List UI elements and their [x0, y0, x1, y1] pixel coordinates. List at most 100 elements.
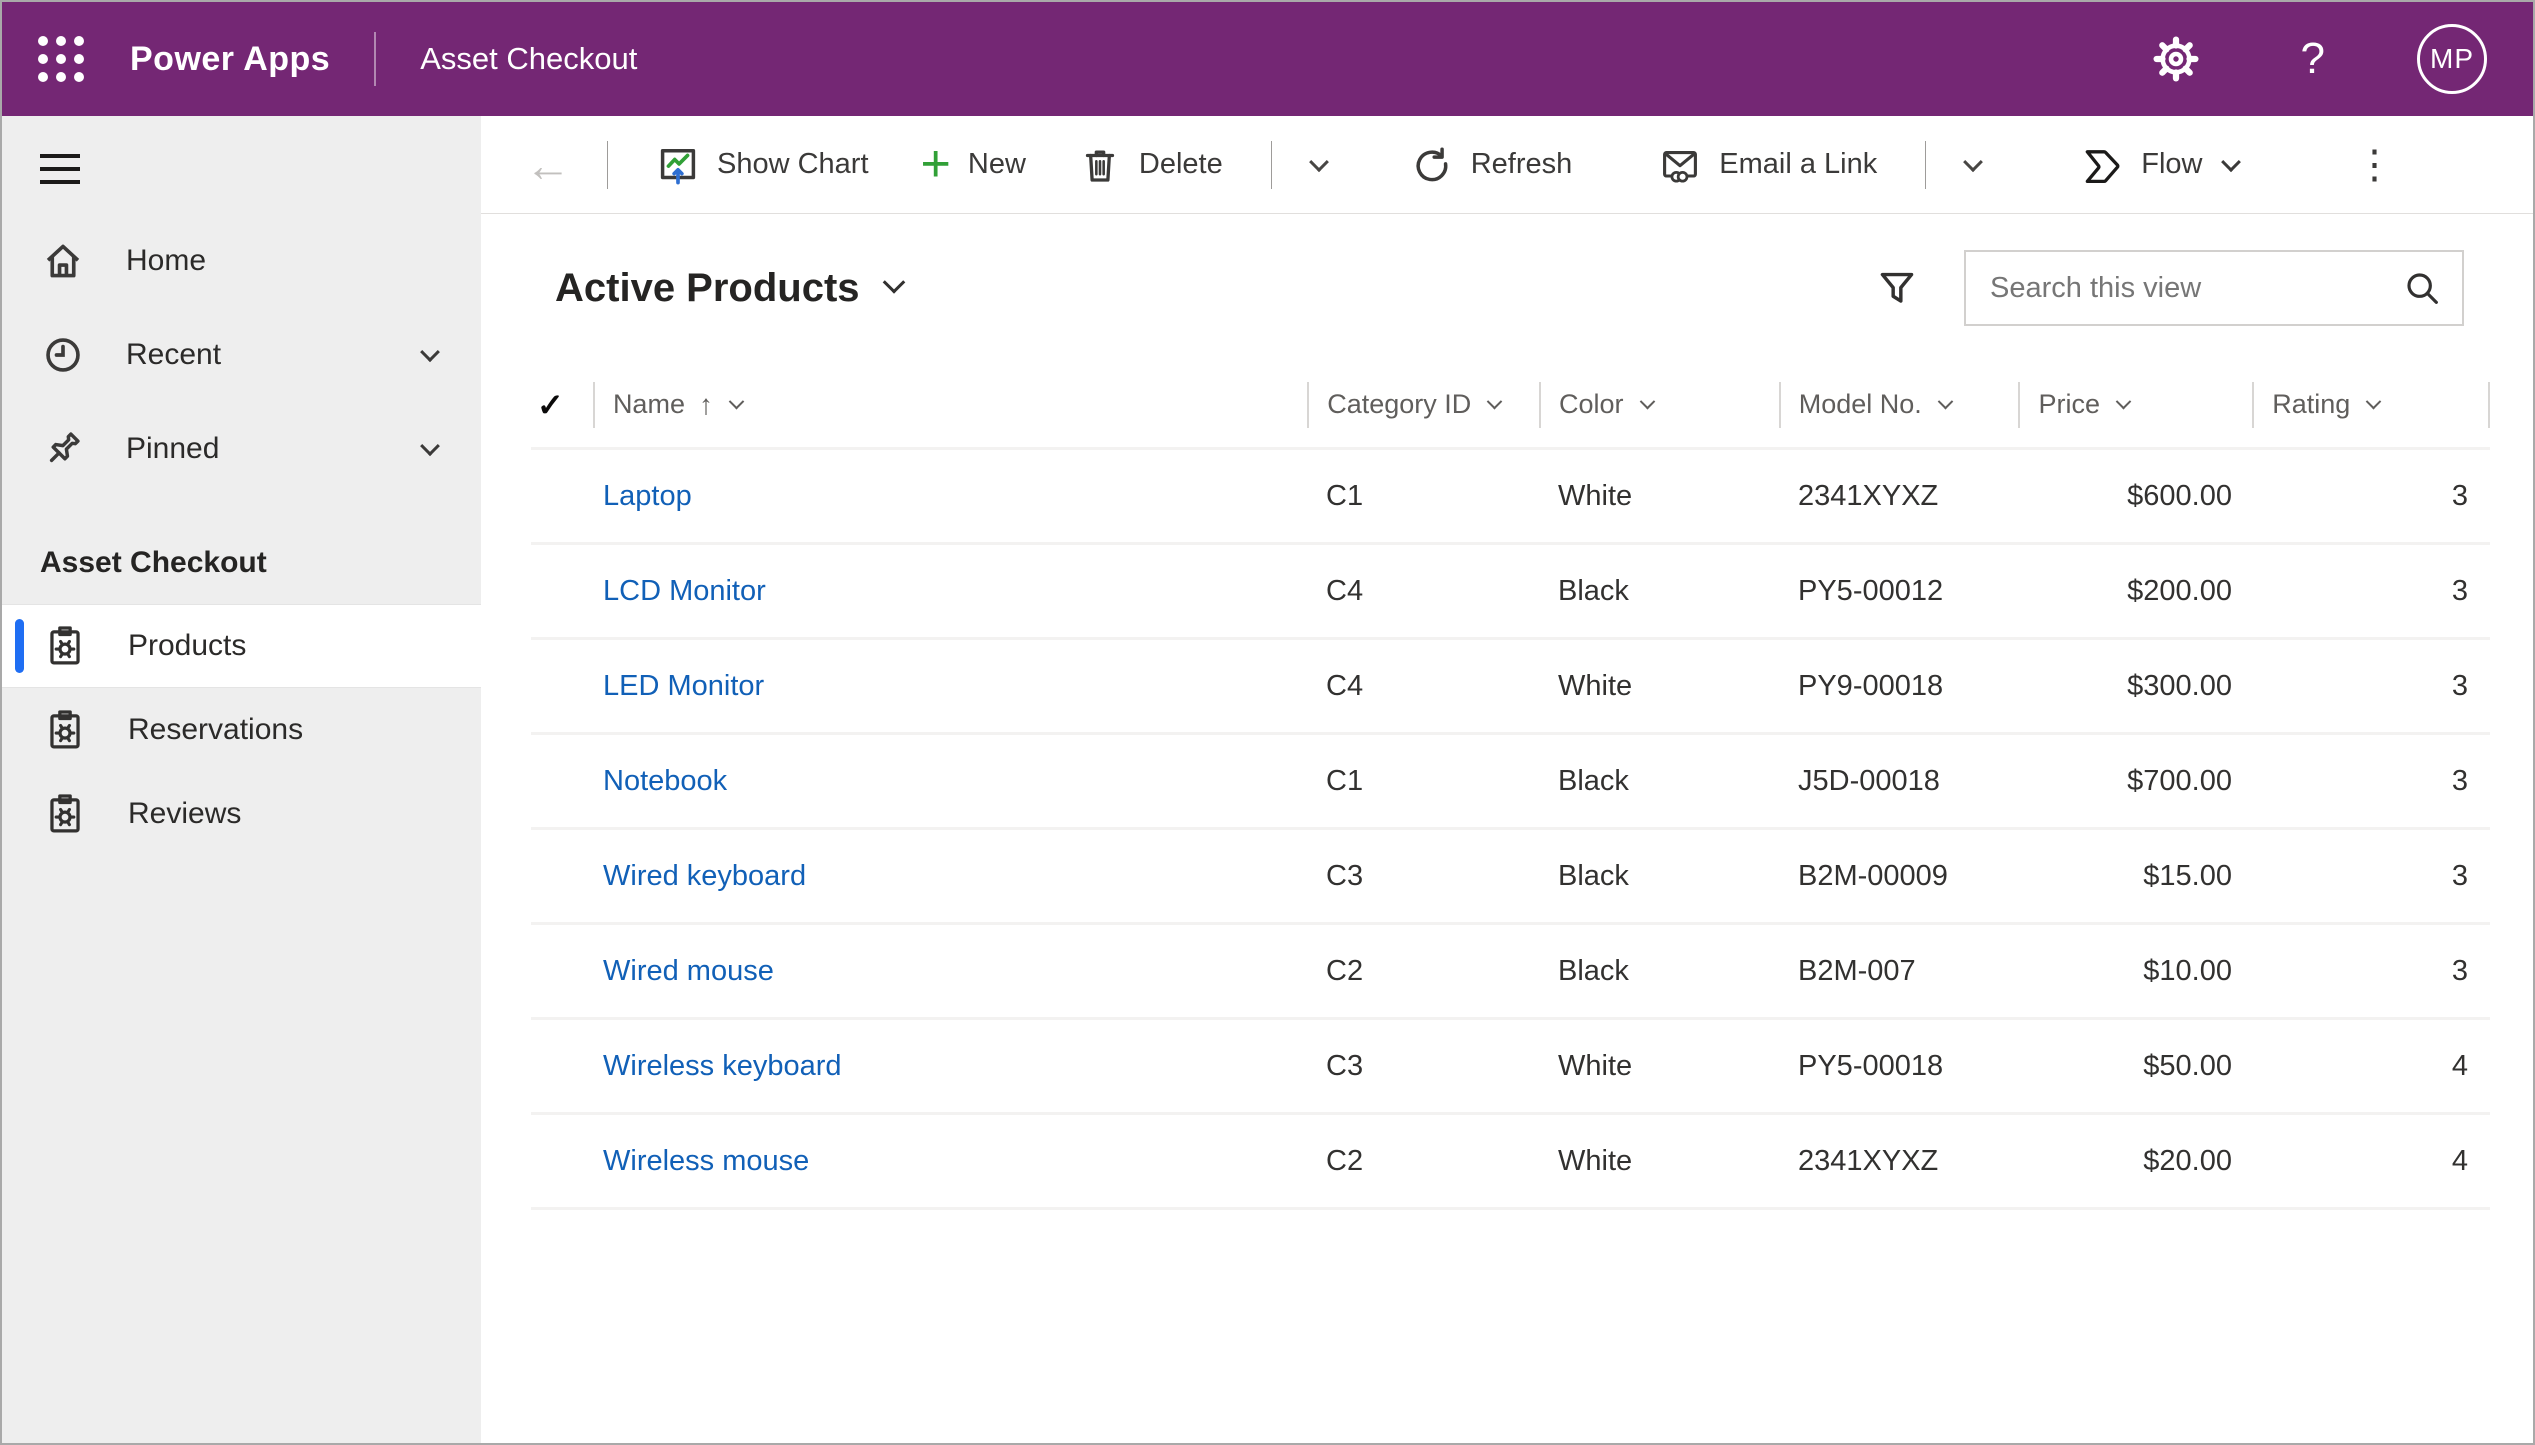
settings-gear-icon[interactable] — [2151, 34, 2201, 84]
trash-icon — [1078, 143, 1122, 187]
main-content: ← Show Chart + New — [481, 116, 2533, 1443]
column-label: Rating — [2272, 389, 2351, 419]
table-row[interactable]: Laptop C1 White 2341XYXZ $600.00 3 — [531, 450, 2490, 545]
view-title-label: Active Products — [555, 265, 860, 310]
cell-model: J5D-00018 — [1798, 764, 1940, 797]
column-header-category-id[interactable]: Category ID — [1307, 362, 1539, 447]
sidebar-item-reviews[interactable]: Reviews — [2, 772, 481, 856]
table-row[interactable]: LCD Monitor C4 Black PY5-00012 $200.00 3 — [531, 545, 2490, 640]
cell-model: 2341XYXZ — [1798, 479, 1939, 512]
divider — [2018, 381, 2021, 428]
email-a-link-button[interactable]: Email a Link — [1632, 116, 1903, 213]
search-box — [1964, 250, 2464, 326]
record-link[interactable]: LCD Monitor — [603, 574, 766, 607]
sidebar-item-label: Reservations — [128, 713, 304, 746]
show-chart-icon — [656, 143, 700, 187]
command-label: Flow — [2141, 148, 2203, 180]
chevron-down-icon — [2221, 151, 2242, 172]
column-header-price[interactable]: Price — [2018, 362, 2252, 447]
brand-title: Power Apps — [130, 39, 331, 78]
sidebar-item-label: Recent — [126, 338, 222, 371]
show-chart-button[interactable]: Show Chart — [630, 116, 895, 213]
divider — [1778, 381, 1781, 428]
cell-price: $10.00 — [2143, 954, 2232, 987]
flow-button[interactable]: Flow — [2054, 116, 2264, 213]
refresh-button[interactable]: Refresh — [1384, 116, 1599, 213]
cell-category: C1 — [1326, 764, 1364, 797]
new-button[interactable]: + New — [895, 116, 1052, 213]
chevron-down-icon — [882, 271, 905, 294]
sidebar-item-products[interactable]: Products — [2, 604, 481, 688]
table-row[interactable]: Notebook C1 Black J5D-00018 $700.00 3 — [531, 735, 2490, 830]
waffle-icon[interactable] — [38, 36, 84, 82]
record-link[interactable]: Wired keyboard — [603, 859, 807, 892]
clock-icon — [40, 332, 86, 378]
topbar-right: ? MP — [2151, 24, 2487, 94]
avatar[interactable]: MP — [2417, 24, 2487, 94]
flow-icon — [2080, 143, 2124, 187]
divider — [592, 381, 595, 428]
sidebar-item-home[interactable]: Home — [2, 214, 481, 308]
column-label: Color — [1558, 389, 1624, 419]
table-row[interactable]: Wired mouse C2 Black B2M-007 $10.00 3 — [531, 925, 2490, 1020]
record-link[interactable]: Wired mouse — [603, 954, 774, 987]
column-header-color[interactable]: Color — [1538, 362, 1779, 447]
table-row[interactable]: Wireless mouse C2 White 2341XYXZ $20.00 … — [531, 1115, 2490, 1210]
filter-funnel-icon[interactable] — [1874, 265, 1920, 311]
column-label: Price — [2038, 389, 2100, 419]
search-input[interactable] — [1990, 271, 2402, 305]
chevron-down-icon — [1486, 393, 1503, 410]
plus-icon: + — [920, 134, 951, 193]
record-link[interactable]: Wireless mouse — [603, 1144, 810, 1177]
record-link[interactable]: Notebook — [603, 764, 728, 797]
sidebar-item-pinned[interactable]: Pinned — [2, 402, 481, 496]
column-label: Category ID — [1327, 389, 1472, 419]
cell-category: C4 — [1326, 574, 1364, 607]
divider — [2488, 381, 2490, 428]
topbar-divider — [374, 32, 377, 86]
chevron-down-icon — [2115, 393, 2132, 410]
view-selector[interactable]: Active Products — [555, 265, 905, 311]
pin-icon — [40, 426, 86, 472]
select-all-checkbox[interactable]: ✓ — [531, 362, 593, 447]
email-link-icon — [1658, 143, 1702, 187]
sidebar-item-recent[interactable]: Recent — [2, 308, 481, 402]
sidebar-item-reservations[interactable]: Reservations — [2, 688, 481, 772]
hamburger-menu-icon[interactable] — [40, 154, 80, 184]
cell-rating: 3 — [2451, 479, 2468, 512]
sidebar-item-label: Home — [126, 244, 207, 277]
sidebar-item-label: Pinned — [126, 432, 220, 465]
divider — [1925, 140, 1927, 189]
divider — [2252, 381, 2255, 428]
column-header-model-no[interactable]: Model No. — [1778, 362, 2019, 447]
cell-color: White — [1558, 1144, 1633, 1177]
back-arrow-icon[interactable]: ← — [525, 138, 571, 191]
divider — [1538, 381, 1541, 428]
help-icon[interactable]: ? — [2300, 34, 2325, 83]
record-link[interactable]: LED Monitor — [603, 669, 765, 702]
search-icon[interactable] — [2402, 268, 2442, 308]
more-commands-button[interactable]: ⋮ — [2354, 142, 2395, 187]
cell-model: PY5-00018 — [1798, 1049, 1944, 1082]
table-row[interactable]: LED Monitor C4 White PY9-00018 $300.00 3 — [531, 640, 2490, 735]
checkmark-icon: ✓ — [537, 386, 564, 423]
cell-category: C2 — [1326, 954, 1364, 987]
record-link[interactable]: Wireless keyboard — [603, 1049, 842, 1082]
cell-rating: 4 — [2451, 1144, 2468, 1177]
column-header-name[interactable]: Name ↑ — [592, 362, 1307, 447]
cell-model: PY5-00012 — [1798, 574, 1944, 607]
home-icon — [40, 238, 86, 284]
email-overflow-chevron[interactable] — [1948, 116, 1998, 213]
command-label: Email a Link — [1719, 148, 1878, 180]
table-row[interactable]: Wireless keyboard C3 White PY5-00018 $50… — [531, 1020, 2490, 1115]
chevron-down-icon — [2366, 393, 2382, 410]
delete-button[interactable]: Delete — [1052, 116, 1249, 213]
cell-category: C4 — [1326, 669, 1364, 702]
column-header-rating[interactable]: Rating — [2252, 362, 2488, 447]
delete-overflow-chevron[interactable] — [1294, 116, 1344, 213]
record-link[interactable]: Laptop — [603, 479, 692, 512]
table-row[interactable]: Wired keyboard C3 Black B2M-00009 $15.00… — [531, 830, 2490, 925]
command-label: New — [967, 148, 1026, 180]
clipboard-gear-icon — [42, 707, 88, 753]
sidebar: Home Recent — [2, 116, 481, 1443]
